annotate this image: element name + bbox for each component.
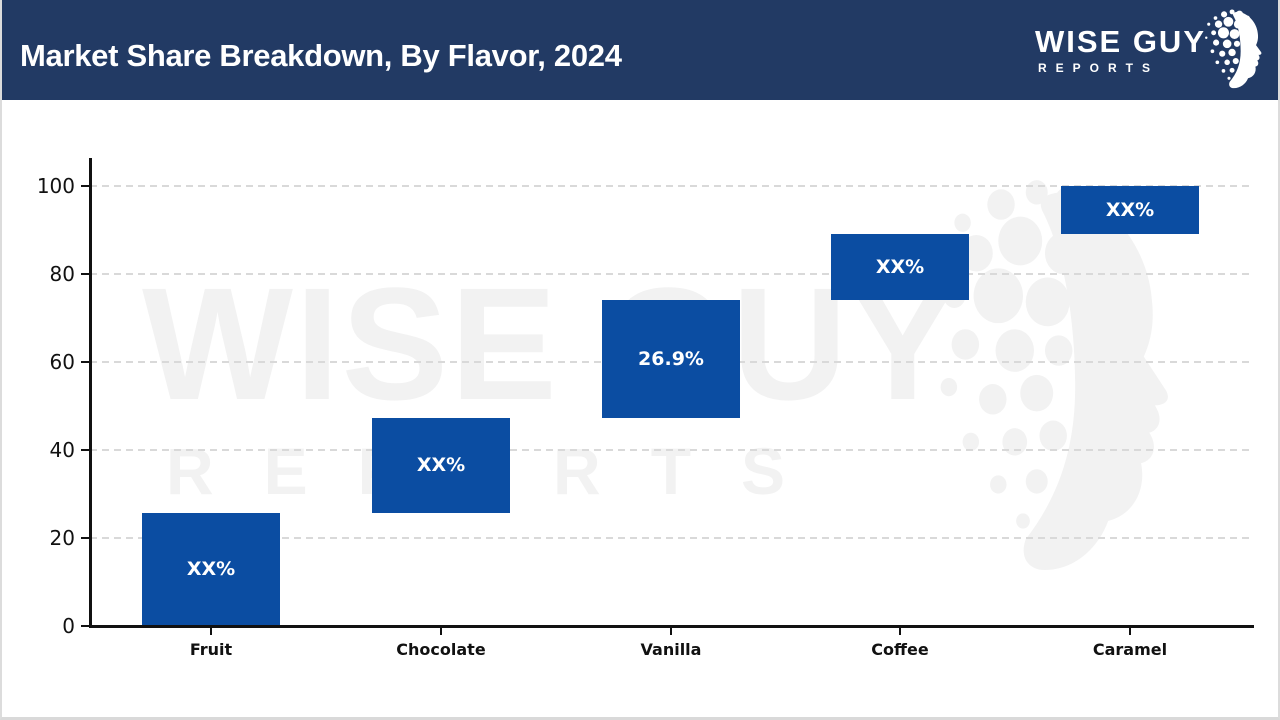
bar-value-label-fruit: XX% — [186, 558, 236, 581]
gridline-80 — [90, 273, 1254, 275]
bar-value-label-coffee: XX% — [875, 255, 925, 278]
bar-value-label-vanilla: 26.9% — [638, 347, 704, 370]
header-bar: Market Share Breakdown, By Flavor, 2024 … — [0, 0, 1280, 100]
y-axis — [89, 158, 92, 628]
y-tick-label-80: 80 — [49, 262, 75, 286]
y-tick-label-100: 100 — [36, 174, 75, 198]
x-tick-vanilla — [670, 628, 672, 635]
y-tick-label-60: 60 — [49, 350, 75, 374]
y-tick-label-40: 40 — [49, 438, 75, 462]
gridline-100 — [90, 185, 1254, 187]
brand-text: WISE GUY REPORTS — [1035, 26, 1206, 75]
gridline-40 — [90, 449, 1254, 451]
bar-value-label-chocolate: XX% — [416, 454, 466, 477]
x-axis — [89, 625, 1254, 628]
bar-vanilla: 26.9% — [602, 299, 740, 418]
brand-subname: REPORTS — [1037, 60, 1159, 75]
wise-guy-face-icon — [1205, 9, 1262, 89]
y-tick-60 — [81, 361, 89, 363]
y-tick-20 — [81, 537, 89, 539]
x-tick-label-fruit: Fruit — [189, 640, 233, 659]
gridline-20 — [90, 537, 1254, 539]
y-tick-0 — [81, 625, 89, 627]
bar-coffee: XX% — [831, 233, 969, 300]
brand-name: WISE GUY — [1034, 23, 1206, 59]
x-tick-label-vanilla: Vanilla — [640, 640, 702, 659]
brand-logo: WISE GUY REPORTS — [1006, 6, 1266, 94]
y-tick-100 — [81, 185, 89, 187]
bar-value-label-caramel: XX% — [1105, 198, 1155, 221]
x-tick-coffee — [899, 628, 901, 635]
x-tick-chocolate — [440, 628, 442, 635]
page-title: Market Share Breakdown, By Flavor, 2024 — [20, 38, 622, 73]
y-tick-40 — [81, 449, 89, 451]
bar-chocolate: XX% — [372, 417, 510, 513]
bar-caramel: XX% — [1061, 186, 1199, 234]
x-tick-label-coffee: Coffee — [871, 640, 929, 659]
y-tick-label-0: 0 — [62, 614, 75, 638]
chart-region: WISE GUY REPORTS 020406080100XX%FruitXX%… — [0, 100, 1280, 720]
x-tick-label-caramel: Caramel — [1092, 640, 1168, 659]
x-tick-caramel — [1129, 628, 1131, 635]
x-tick-label-chocolate: Chocolate — [396, 640, 486, 659]
x-tick-fruit — [210, 628, 212, 635]
y-tick-80 — [81, 273, 89, 275]
bar-fruit: XX% — [142, 512, 280, 626]
plot-area: 0 20 40 60 80 100 XX% Fruit XX% Chocolate 26.9% Van… — [0, 100, 1280, 720]
y-tick-label-20: 20 — [49, 526, 75, 550]
